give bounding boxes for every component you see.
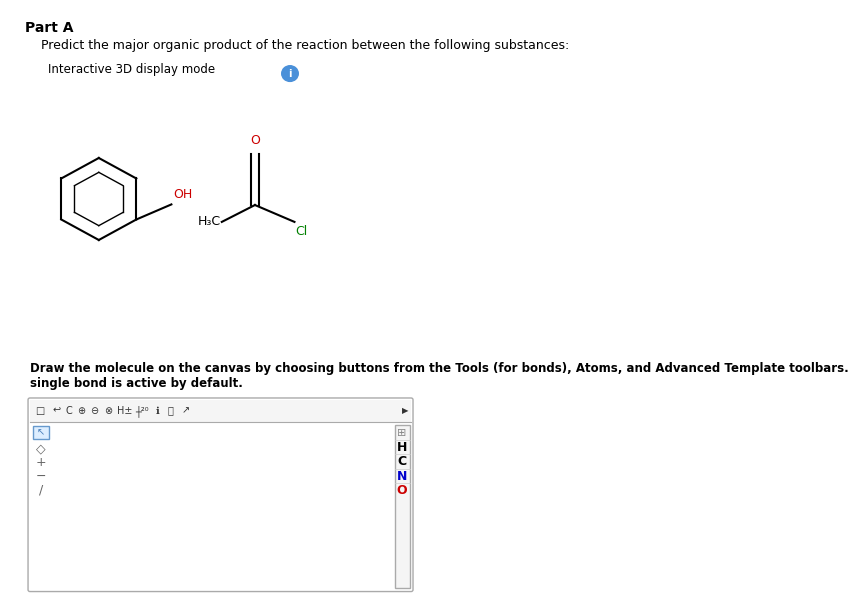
Text: −: − [36,470,46,483]
Text: OH: OH [173,188,192,201]
Text: ❓: ❓ [168,406,173,415]
FancyBboxPatch shape [30,400,410,422]
Text: /: / [38,483,43,496]
Text: ↩: ↩ [52,406,60,415]
Text: ⊞: ⊞ [397,428,406,438]
Text: O: O [397,484,407,497]
Text: ▶: ▶ [402,406,408,415]
Text: ℹ: ℹ [155,406,160,415]
Text: +: + [36,456,46,469]
Text: ┼²⁰: ┼²⁰ [135,405,148,417]
Text: H: H [397,441,407,454]
FancyBboxPatch shape [28,398,413,592]
FancyBboxPatch shape [32,426,49,439]
Text: ↖: ↖ [37,428,45,437]
Text: □: □ [36,406,44,415]
Text: ⊕: ⊕ [78,406,85,415]
Text: Part A: Part A [26,21,74,35]
Text: ◇: ◇ [36,443,45,456]
Text: Predict the major organic product of the reaction between the following substanc: Predict the major organic product of the… [42,39,569,52]
Text: i: i [288,69,292,78]
Text: Draw the molecule on the canvas by choosing buttons from the Tools (for bonds), : Draw the molecule on the canvas by choos… [30,362,853,390]
Text: ⊖: ⊖ [90,406,98,415]
Text: C: C [66,406,73,415]
Text: Cl: Cl [295,225,308,238]
Text: H₃C: H₃C [197,215,220,229]
Text: ↗: ↗ [182,406,190,415]
FancyBboxPatch shape [394,425,409,588]
Text: Interactive 3D display mode: Interactive 3D display mode [48,63,215,77]
Text: O: O [250,133,259,147]
Text: N: N [397,470,407,483]
Text: C: C [397,455,406,469]
Circle shape [281,66,298,81]
Text: H±: H± [117,406,132,415]
Text: ⊗: ⊗ [104,406,113,415]
